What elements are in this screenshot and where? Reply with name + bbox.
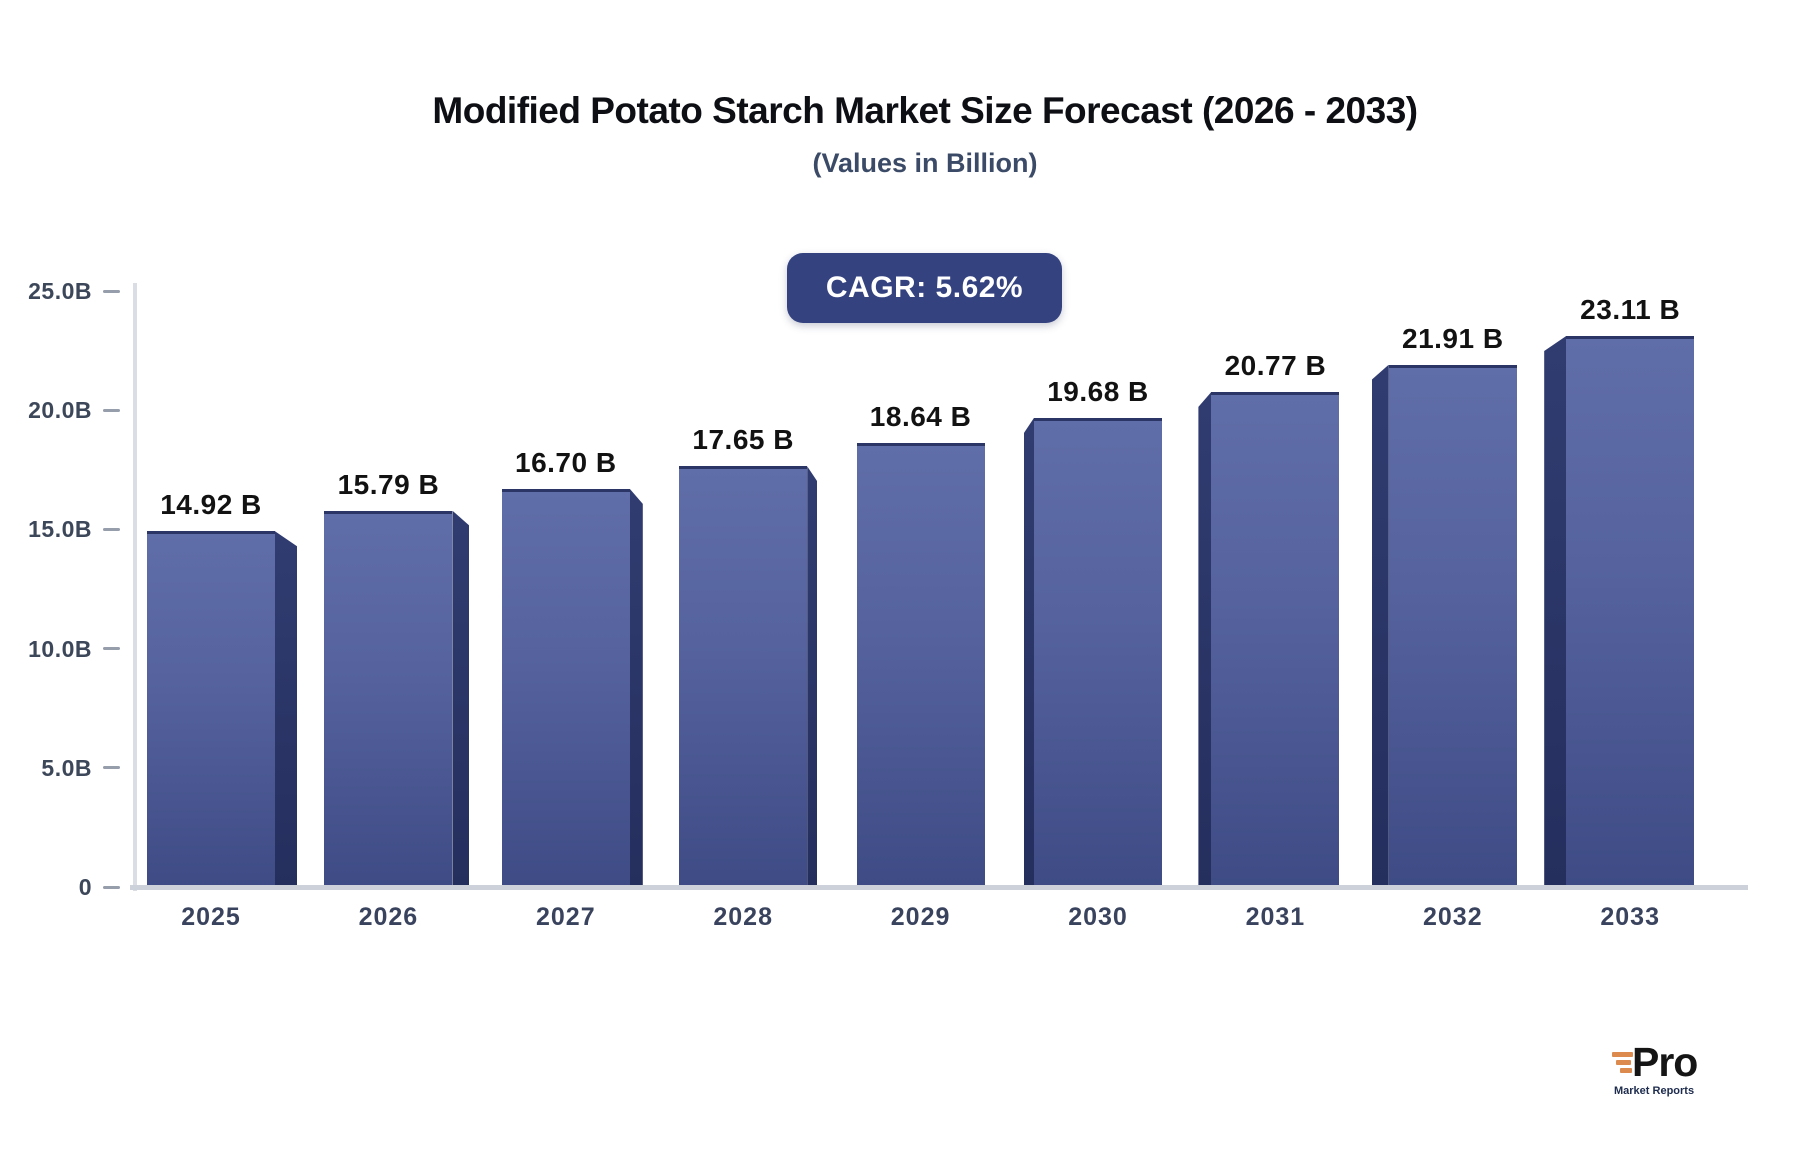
x-axis-baseline bbox=[130, 885, 1748, 890]
logo-stripe-icon bbox=[1612, 1052, 1633, 1057]
y-axis-tick-label: 5.0B bbox=[41, 754, 92, 781]
cagr-badge: CAGR: 5.62% bbox=[787, 253, 1062, 323]
bar-value-label: 23.11 B bbox=[1580, 294, 1681, 326]
bar-2033 bbox=[1566, 336, 1695, 887]
x-axis-label-2031: 2031 bbox=[1245, 903, 1306, 931]
bar-value-label: 19.68 B bbox=[1047, 375, 1149, 407]
bar-side-face bbox=[1024, 417, 1034, 887]
bar-2027 bbox=[501, 488, 630, 887]
y-axis-tick-label: 25.0B bbox=[28, 278, 92, 304]
bar-side-face bbox=[807, 466, 818, 887]
bar-value-label: 17.65 B bbox=[692, 424, 794, 456]
bar-value-label: 14.92 B bbox=[160, 489, 262, 521]
y-axis-tick-dash bbox=[103, 647, 120, 651]
bar-2032 bbox=[1388, 364, 1517, 887]
y-axis-tick-dash bbox=[103, 885, 120, 889]
bar-value-label: 20.77 B bbox=[1224, 349, 1327, 381]
bar-value-label: 16.70 B bbox=[515, 446, 617, 478]
y-axis-tick-dash bbox=[103, 527, 120, 531]
y-axis-line bbox=[133, 283, 137, 891]
x-axis-label-2025: 2025 bbox=[181, 903, 241, 931]
bar-2026 bbox=[324, 510, 453, 887]
y-axis-tick-label: 15.0B bbox=[28, 516, 92, 543]
y-axis-tick-label: 0 bbox=[78, 874, 92, 900]
bar-side-face bbox=[1198, 391, 1212, 887]
bar-side-face bbox=[1544, 336, 1567, 887]
logo-stripe-icon bbox=[1620, 1068, 1632, 1073]
x-axis-label-2033: 2033 bbox=[1600, 903, 1660, 931]
bar-side-face bbox=[275, 531, 297, 887]
chart-title: Modified Potato Starch Market Size Forec… bbox=[432, 90, 1418, 131]
bar-2025 bbox=[147, 531, 275, 887]
x-axis-label-2029: 2029 bbox=[890, 903, 951, 931]
y-axis-tick-label: 10.0B bbox=[28, 635, 92, 662]
x-axis-label-2032: 2032 bbox=[1422, 903, 1483, 931]
bar-value-label: 15.79 B bbox=[337, 468, 440, 500]
bar-side-face bbox=[629, 488, 643, 887]
chart-subtitle: (Values in Billion) bbox=[812, 148, 1038, 178]
x-axis-label-2030: 2030 bbox=[1068, 903, 1128, 931]
x-axis-label-2028: 2028 bbox=[713, 903, 773, 931]
y-axis-tick-dash bbox=[103, 766, 120, 770]
bar-2029 bbox=[856, 442, 985, 887]
bar-side-face bbox=[452, 510, 470, 887]
bar-value-label: 18.64 B bbox=[869, 400, 972, 432]
bar-2028 bbox=[679, 466, 808, 887]
logo-stripe-icon bbox=[1616, 1060, 1631, 1065]
logo-name: Pro bbox=[1632, 1039, 1698, 1085]
y-axis-tick-dash bbox=[103, 289, 120, 293]
bar-value-label: 21.91 B bbox=[1402, 322, 1504, 354]
pro-market-reports-logo: Pro Market Reports bbox=[1606, 1040, 1716, 1102]
bar-2031 bbox=[1211, 391, 1340, 887]
bar-2030 bbox=[1034, 417, 1162, 887]
bar-side-face bbox=[1371, 364, 1389, 887]
x-axis-label-2027: 2027 bbox=[535, 903, 596, 931]
cagr-badge-label: CAGR: 5.62% bbox=[825, 271, 1024, 304]
y-axis-tick-dash bbox=[103, 408, 120, 412]
logo-tagline: Market Reports bbox=[1614, 1085, 1695, 1097]
y-axis-tick-label: 20.0B bbox=[28, 397, 92, 424]
x-axis-label-2026: 2026 bbox=[358, 903, 419, 931]
